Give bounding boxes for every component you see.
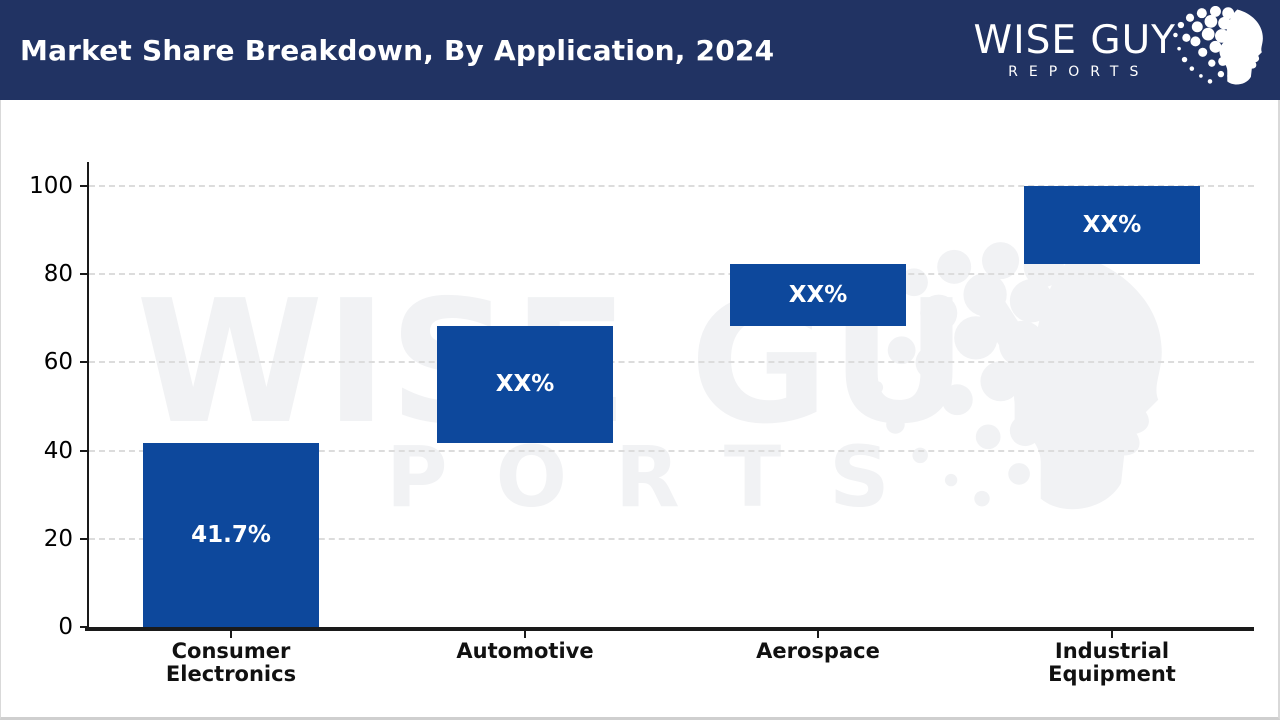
wiseguy-face-icon: [1170, 6, 1270, 94]
watermark-text-line2: PORTS: [386, 428, 938, 526]
bar-aerospace: XX%: [730, 264, 906, 326]
x-tick-mark: [817, 631, 819, 638]
y-tick-label: 20: [43, 525, 73, 552]
plot: 0 20 40 60 80 100 41.7% XX% XX% XX% Consumer Electr…: [1, 100, 1278, 717]
bar-value-label: XX%: [1082, 212, 1142, 239]
x-category-label-line: Industrial: [1054, 639, 1170, 663]
y-tick-mark: [80, 185, 88, 187]
bar-value-label: 41.7%: [191, 522, 271, 549]
page-title: Market Share Breakdown, By Application, …: [20, 33, 775, 67]
x-category-label-line: Consumer: [171, 639, 291, 663]
y-tick-label: 100: [29, 173, 73, 199]
x-tick-mark: [524, 631, 526, 638]
x-category-label-line: Electronics: [165, 662, 297, 686]
y-axis-line: [87, 162, 89, 631]
gridline: [89, 185, 1254, 187]
y-tick-mark: [80, 361, 88, 364]
bar-consumer-electronics: 41.7%: [143, 443, 319, 627]
bar-industrial-equipment: XX%: [1024, 186, 1200, 265]
bar-value-label: XX%: [495, 371, 555, 398]
bar-automotive: XX%: [437, 325, 613, 444]
x-category-label: Automotive: [405, 640, 645, 663]
y-tick-label: 60: [43, 349, 73, 376]
x-category-label-line: Equipment: [1048, 662, 1176, 686]
logo-subtitle: REPORTS: [1008, 63, 1150, 80]
x-category-label: Industrial Equipment: [992, 640, 1232, 686]
bar-value-label: XX%: [788, 282, 848, 309]
gridline: [89, 449, 1254, 452]
x-category-label-line: Automotive: [456, 639, 594, 663]
y-tick-label: 40: [43, 437, 73, 464]
y-tick-mark: [80, 273, 88, 276]
chart-area: WISE GUY PORTS 0 20 40 60 80 100 41.7% XX% XX% XX…: [0, 100, 1280, 720]
x-category-label: Aerospace: [698, 640, 938, 663]
y-tick-mark: [80, 537, 88, 540]
logo-title: WISE GUY: [973, 17, 1176, 63]
y-tick-mark: [80, 626, 88, 628]
x-category-label: Consumer Electronics: [111, 640, 351, 686]
x-category-label-line: Aerospace: [756, 639, 880, 663]
header: Market Share Breakdown, By Application, …: [0, 0, 1280, 100]
gridline: [89, 537, 1254, 540]
x-axis-line: [85, 627, 1254, 631]
y-tick-mark: [80, 449, 88, 452]
x-tick-mark: [1111, 631, 1113, 638]
wiseguy-logo: WISE GUY REPORTS: [974, 0, 1270, 100]
y-tick-label: 0: [58, 614, 73, 640]
gridline: [89, 273, 1254, 276]
gridline: [89, 361, 1254, 364]
x-tick-mark: [230, 631, 232, 638]
y-tick-label: 80: [43, 261, 73, 288]
logo-wordmark: WISE GUY REPORTS: [973, 17, 1176, 80]
